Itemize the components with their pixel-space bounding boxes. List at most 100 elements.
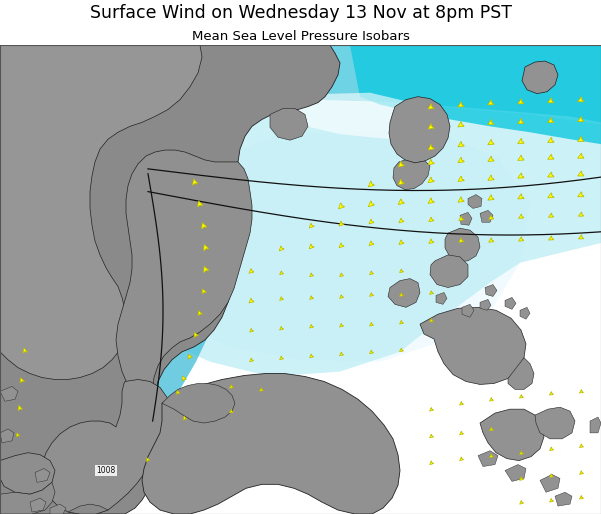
FancyArrow shape [279, 271, 284, 274]
FancyArrow shape [549, 236, 554, 240]
FancyArrow shape [430, 461, 433, 465]
FancyArrow shape [519, 451, 523, 454]
FancyArrow shape [400, 320, 403, 324]
Polygon shape [480, 299, 491, 310]
FancyArrow shape [249, 268, 254, 273]
FancyArrow shape [488, 175, 494, 180]
FancyArrow shape [430, 408, 433, 411]
FancyArrow shape [490, 397, 493, 401]
Polygon shape [0, 45, 601, 122]
Polygon shape [0, 387, 18, 401]
Polygon shape [350, 45, 601, 144]
FancyArrow shape [310, 324, 314, 328]
FancyArrow shape [183, 416, 187, 420]
FancyArrow shape [230, 384, 233, 388]
FancyArrow shape [549, 499, 554, 502]
FancyArrow shape [517, 194, 524, 199]
Polygon shape [145, 130, 530, 362]
FancyArrow shape [488, 195, 494, 200]
FancyArrow shape [578, 136, 584, 141]
Polygon shape [420, 307, 526, 384]
FancyArrow shape [279, 356, 284, 360]
FancyArrow shape [192, 179, 198, 185]
Polygon shape [462, 304, 474, 317]
FancyArrow shape [548, 137, 554, 142]
FancyArrow shape [428, 177, 435, 183]
FancyArrow shape [458, 141, 464, 147]
FancyArrow shape [459, 238, 464, 243]
FancyArrow shape [579, 390, 584, 393]
FancyArrow shape [23, 348, 28, 353]
FancyArrow shape [428, 198, 435, 204]
FancyArrow shape [428, 104, 434, 109]
FancyArrow shape [490, 454, 493, 457]
FancyArrow shape [549, 392, 554, 395]
Polygon shape [142, 374, 400, 514]
FancyArrow shape [339, 221, 344, 226]
Text: 1008: 1008 [96, 466, 115, 475]
FancyArrow shape [549, 447, 554, 451]
Polygon shape [393, 160, 430, 190]
Polygon shape [268, 93, 430, 139]
FancyArrow shape [489, 215, 494, 219]
FancyArrow shape [517, 138, 524, 143]
Polygon shape [430, 255, 468, 287]
FancyArrow shape [398, 161, 404, 167]
Polygon shape [0, 45, 202, 379]
FancyArrow shape [310, 354, 314, 358]
FancyArrow shape [428, 123, 435, 129]
FancyArrow shape [260, 388, 263, 391]
FancyArrow shape [460, 431, 463, 435]
FancyArrow shape [487, 100, 494, 105]
Text: Mean Sea Level Pressure Isobars: Mean Sea Level Pressure Isobars [192, 30, 409, 43]
FancyArrow shape [430, 291, 433, 295]
FancyArrow shape [369, 219, 374, 224]
FancyArrow shape [310, 223, 314, 228]
FancyArrow shape [549, 474, 554, 478]
FancyArrow shape [177, 391, 180, 394]
FancyArrow shape [460, 457, 463, 461]
FancyArrow shape [198, 310, 203, 316]
Polygon shape [50, 504, 66, 514]
FancyArrow shape [309, 244, 314, 249]
FancyArrow shape [338, 203, 344, 209]
FancyArrow shape [279, 297, 284, 300]
FancyArrow shape [194, 333, 198, 338]
FancyArrow shape [578, 212, 584, 216]
FancyArrow shape [202, 289, 206, 294]
FancyArrow shape [517, 119, 524, 124]
FancyArrow shape [198, 201, 203, 207]
FancyArrow shape [400, 269, 403, 272]
FancyArrow shape [204, 266, 209, 272]
FancyArrow shape [370, 271, 374, 274]
FancyArrow shape [339, 243, 344, 248]
FancyArrow shape [340, 323, 344, 327]
Polygon shape [590, 417, 601, 433]
Polygon shape [0, 95, 601, 377]
Polygon shape [0, 238, 60, 406]
FancyArrow shape [459, 216, 464, 221]
Polygon shape [389, 97, 450, 163]
FancyArrow shape [279, 246, 284, 251]
FancyArrow shape [549, 213, 554, 217]
FancyArrow shape [188, 354, 192, 359]
Polygon shape [30, 498, 46, 512]
FancyArrow shape [400, 293, 403, 297]
FancyArrow shape [340, 273, 344, 277]
Polygon shape [540, 474, 560, 492]
FancyArrow shape [548, 98, 554, 103]
FancyArrow shape [488, 139, 494, 145]
FancyArrow shape [488, 156, 494, 161]
FancyArrow shape [517, 99, 524, 104]
FancyArrow shape [230, 409, 233, 413]
FancyArrow shape [458, 176, 464, 181]
FancyArrow shape [548, 193, 554, 198]
Polygon shape [480, 409, 544, 461]
FancyArrow shape [490, 427, 493, 431]
FancyArrow shape [489, 238, 494, 242]
FancyArrow shape [458, 157, 464, 163]
Polygon shape [0, 45, 340, 514]
FancyArrow shape [370, 322, 373, 326]
Polygon shape [0, 453, 55, 494]
FancyArrow shape [279, 326, 284, 330]
